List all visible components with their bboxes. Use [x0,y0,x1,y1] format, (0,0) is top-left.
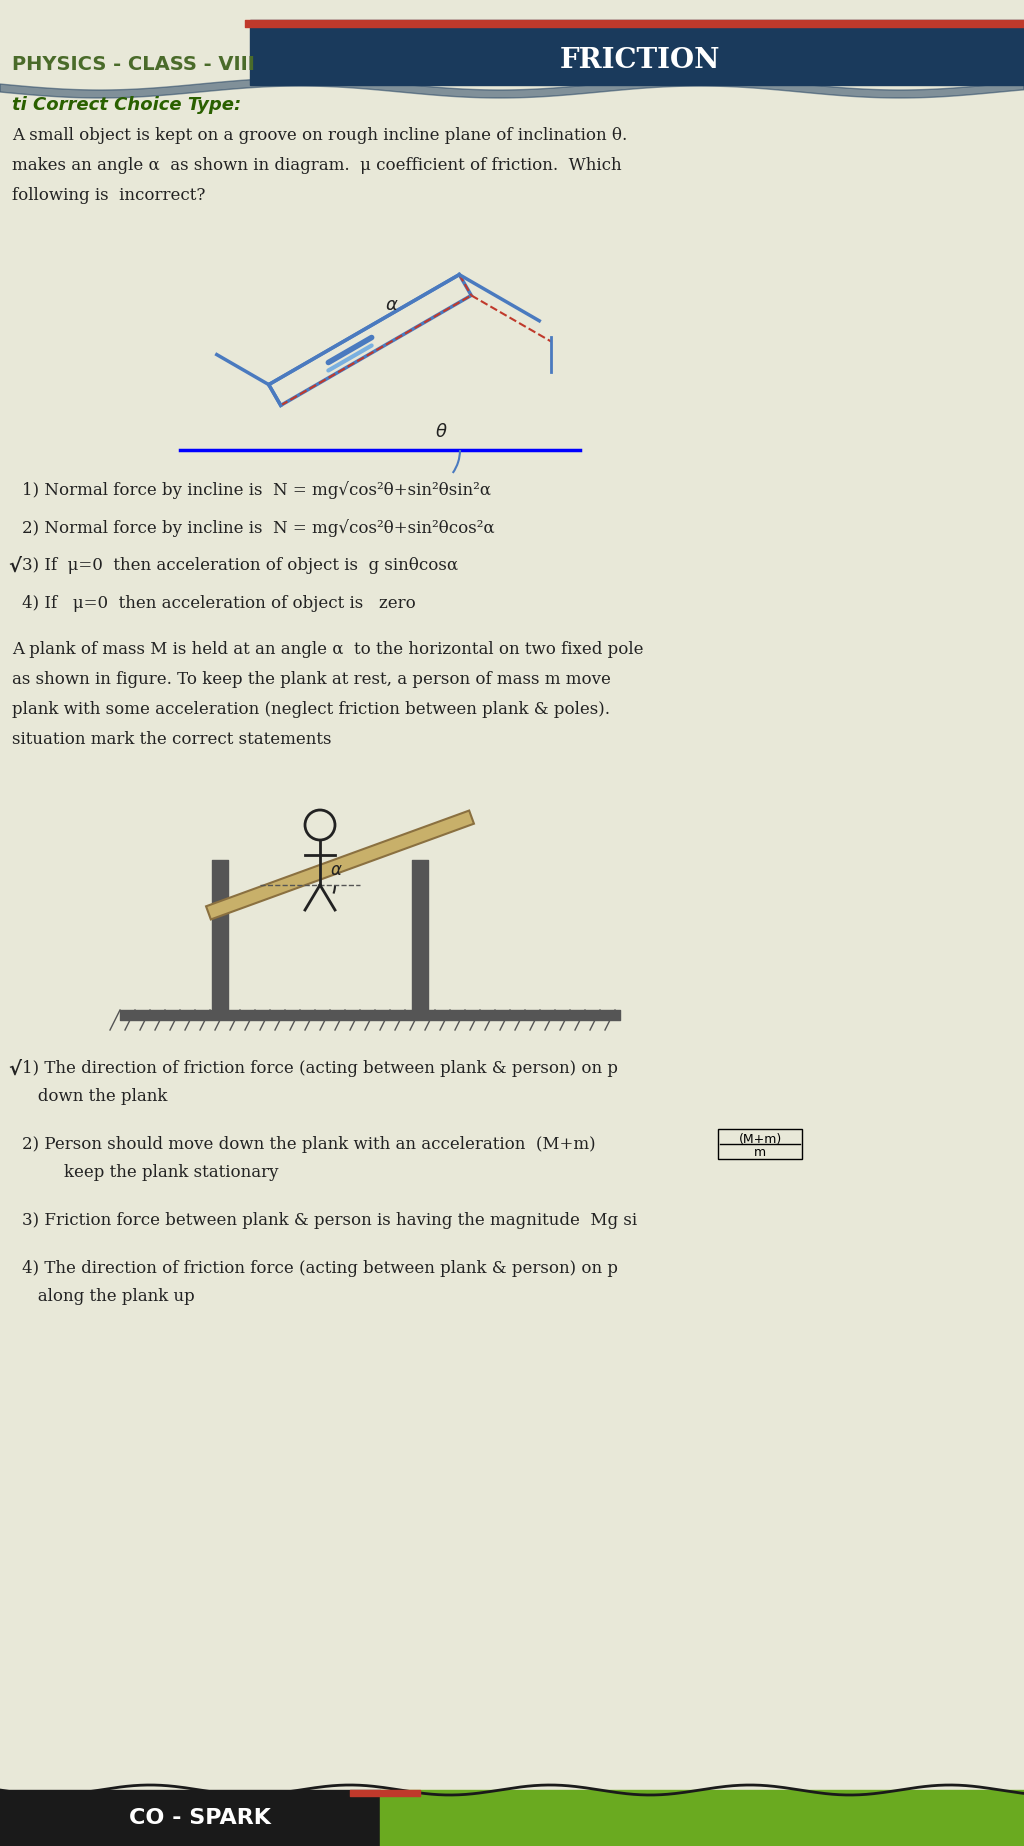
Text: plank with some acceleration (neglect friction between plank & poles).: plank with some acceleration (neglect fr… [12,701,610,718]
Text: √: √ [8,1060,22,1080]
Text: 1) Normal force by incline is  N = mg√cos²θ+sin²θsin²α: 1) Normal force by incline is N = mg√cos… [22,482,490,498]
Text: following is  incorrect?: following is incorrect? [12,186,206,203]
Text: $\alpha$: $\alpha$ [385,295,398,314]
Text: (M+m): (M+m) [738,1132,781,1146]
Text: A plank of mass M is held at an angle α  to the horizontal on two fixed pole: A plank of mass M is held at an angle α … [12,642,643,659]
Text: $\theta$: $\theta$ [435,423,447,441]
Text: A small object is kept on a groove on rough incline plane of inclination θ.: A small object is kept on a groove on ro… [12,127,628,144]
Text: down the plank: down the plank [22,1087,167,1106]
Text: 2) Normal force by incline is  N = mg√cos²θ+sin²θcos²α: 2) Normal force by incline is N = mg√cos… [22,519,495,537]
Text: keep the plank stationary: keep the plank stationary [22,1165,279,1181]
Text: CO - SPARK: CO - SPARK [129,1807,271,1828]
Text: PHYSICS - CLASS - VIII: PHYSICS - CLASS - VIII [12,55,255,74]
Polygon shape [206,810,474,919]
Text: 2) Person should move down the plank with an acceleration  (M+m): 2) Person should move down the plank wit… [22,1135,596,1154]
Text: 4) The direction of friction force (acting between plank & person) on p: 4) The direction of friction force (acti… [22,1261,618,1277]
Text: √: √ [8,556,22,576]
Text: situation mark the correct statements: situation mark the correct statements [12,731,332,748]
Text: ti Correct Choice Type:: ti Correct Choice Type: [12,96,242,114]
Text: 1) The direction of friction force (acting between plank & person) on p: 1) The direction of friction force (acti… [22,1060,618,1076]
Polygon shape [250,20,1024,85]
Text: $\alpha$: $\alpha$ [330,860,343,879]
Text: 3) Friction force between plank & person is having the magnitude  Mg si: 3) Friction force between plank & person… [22,1213,637,1229]
Text: along the plank up: along the plank up [22,1289,195,1305]
Text: makes an angle α  as shown in diagram.  μ coefficient of friction.  Which: makes an angle α as shown in diagram. μ … [12,157,622,174]
Text: as shown in figure. To keep the plank at rest, a person of mass m move: as shown in figure. To keep the plank at… [12,672,611,689]
Text: FRICTION: FRICTION [560,46,720,74]
Text: 4) If   μ=0  then acceleration of object is   zero: 4) If μ=0 then acceleration of object is… [22,596,416,613]
Text: m: m [754,1146,766,1159]
Text: 3) If  μ=0  then acceleration of object is  g sinθcosα: 3) If μ=0 then acceleration of object is… [22,557,458,574]
